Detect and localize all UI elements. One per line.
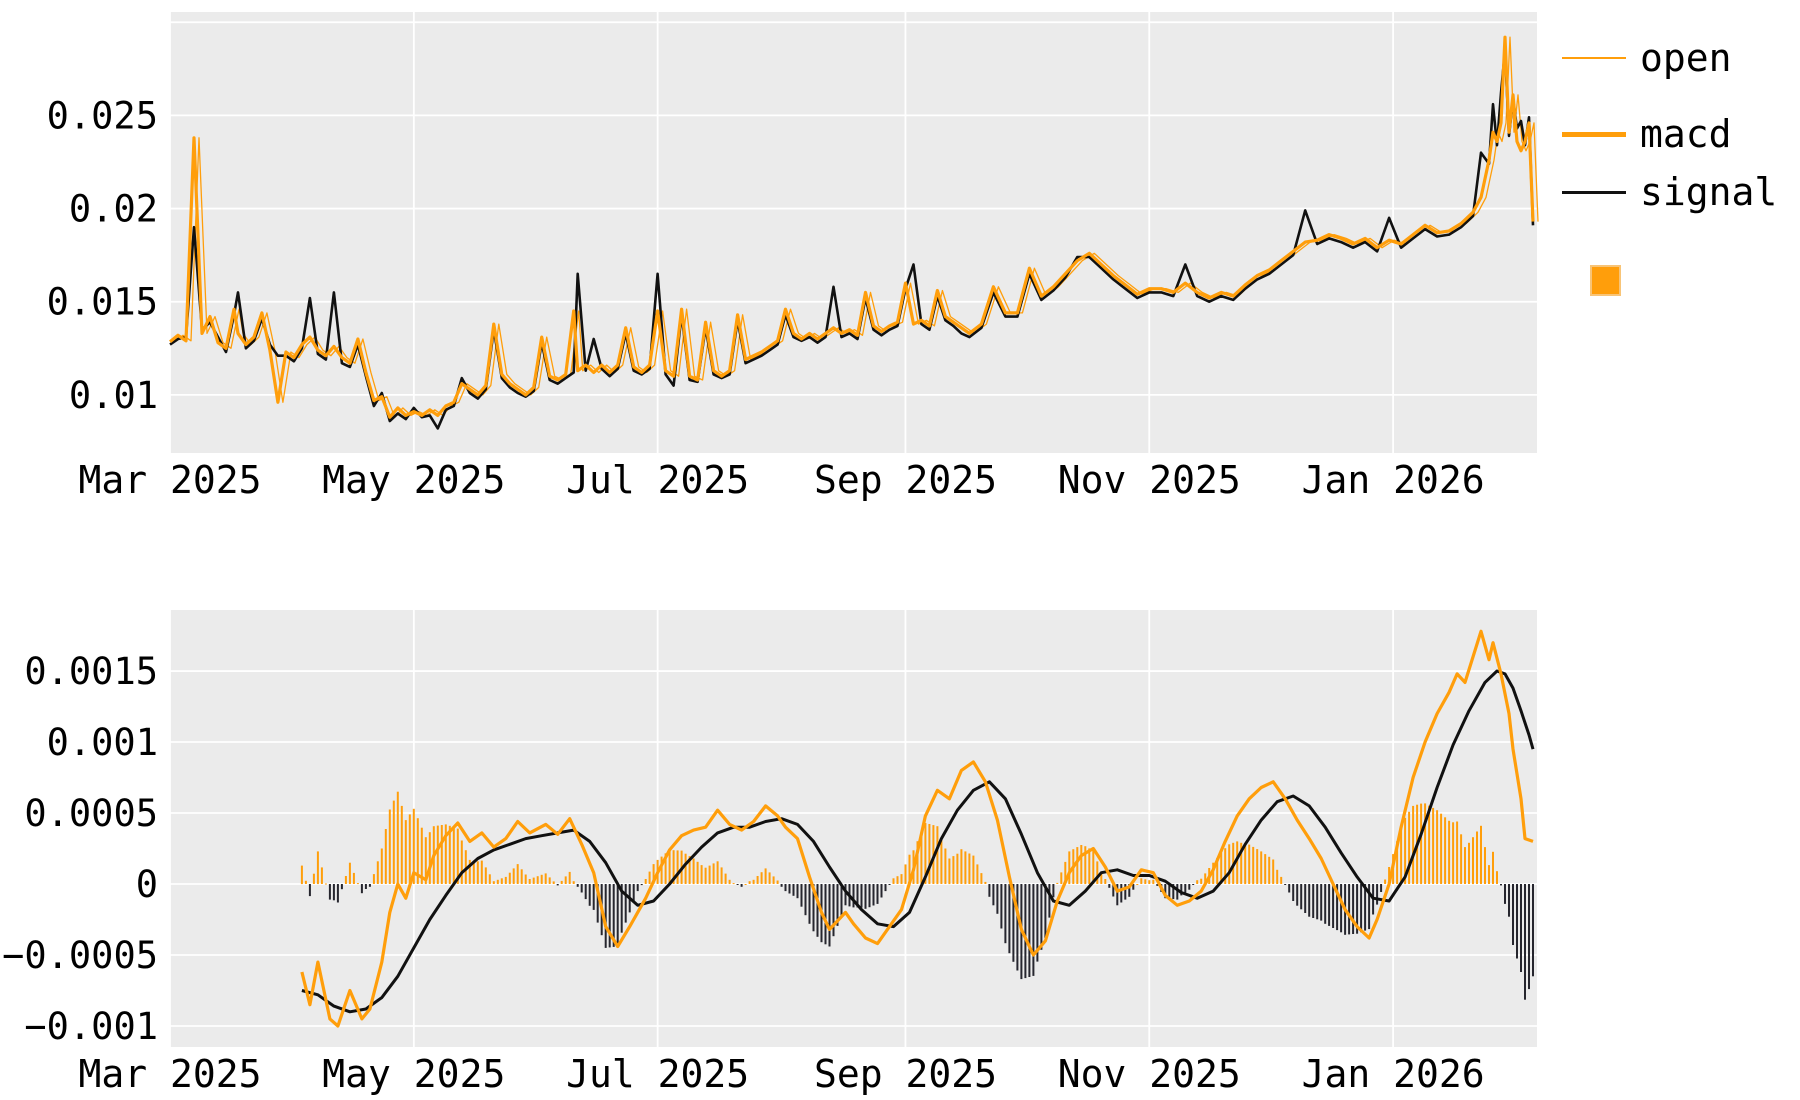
y-tick-label: −0.001 (24, 1005, 158, 1048)
y-tick-label: 0.01 (69, 374, 158, 417)
y-tick-label: 0.025 (47, 94, 158, 137)
y-tick-label: 0.0005 (24, 792, 158, 835)
x-tick-label: Mar 2025 (78, 458, 261, 502)
price-panel: 0.01 0.015 0.02 0.025 Mar 2025 May 2025 Jul 20… (47, 12, 1539, 502)
x-tick-label: May 2025 (322, 1052, 505, 1096)
signal-line-sample-icon (1562, 190, 1626, 194)
legend-label-signal: signal (1640, 170, 1778, 214)
x-tick-label: Nov 2025 (1058, 458, 1241, 502)
x-tick-label: Nov 2025 (1058, 1052, 1241, 1096)
y-tick-label: 0.001 (47, 721, 158, 764)
x-tick-label: Jan 2026 (1302, 458, 1485, 502)
legend: open macd signal (1562, 34, 1798, 304)
legend-item-open: open (1562, 34, 1798, 82)
legend-label-open: open (1640, 36, 1732, 80)
x-tick-label: Jul 2025 (566, 458, 749, 502)
x-tick-label: Jan 2026 (1302, 1052, 1485, 1096)
y-tick-label: 0.015 (47, 281, 158, 324)
y-tick-label: 0.02 (69, 188, 158, 231)
x-tick-label: Jul 2025 (566, 1052, 749, 1096)
y-tick-label: 0.0015 (24, 650, 158, 693)
x-tick-label: May 2025 (322, 458, 505, 502)
histogram-square-icon (1590, 264, 1621, 296)
y-tick-label: −0.0005 (2, 934, 158, 977)
x-tick-label: Sep 2025 (814, 458, 997, 502)
legend-item-signal: signal (1562, 168, 1798, 216)
x-tick-label: Sep 2025 (814, 1052, 997, 1096)
macd-panel: −0.001 −0.0005 0 0.0005 0.001 0.0015 Mar 2025 M… (2, 610, 1537, 1096)
legend-label-macd: macd (1640, 112, 1732, 156)
legend-item-macd: macd (1562, 110, 1798, 158)
macd-line-sample-icon (1562, 131, 1626, 137)
legend-item-histogram (1562, 256, 1798, 304)
open-line-sample-icon (1562, 57, 1626, 59)
x-tick-label: Mar 2025 (78, 1052, 261, 1096)
y-tick-label: 0 (136, 863, 158, 906)
